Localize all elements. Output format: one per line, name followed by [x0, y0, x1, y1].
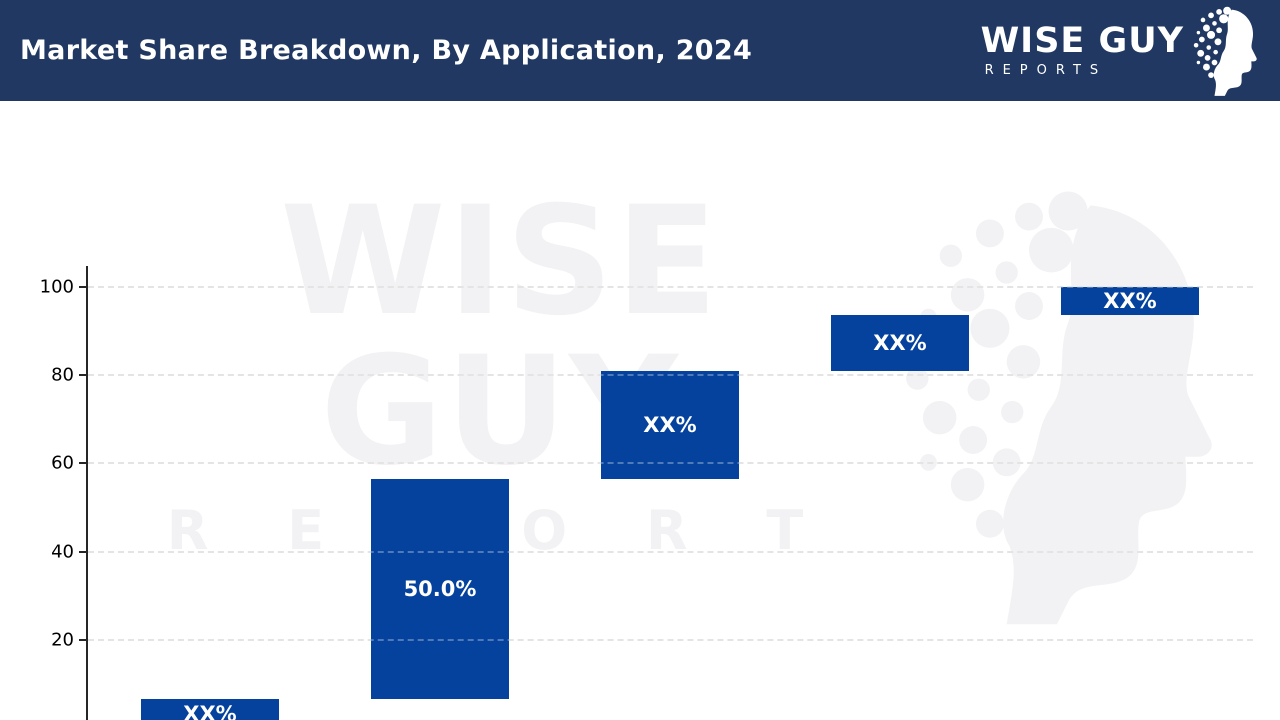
brand-logo: WISE GUY REPORTS	[981, 5, 1266, 97]
page-title: Market Share Breakdown, By Application, …	[20, 35, 753, 66]
bar-value-label: XX%	[1103, 289, 1157, 314]
bar-value-label: 50.0%	[403, 577, 477, 602]
y-gridline-overlay	[88, 638, 1253, 641]
y-tick-label: 40	[51, 541, 74, 562]
y-tick-label: 20	[51, 629, 74, 651]
y-tick-mark	[79, 462, 86, 465]
bar: XX%	[1061, 286, 1199, 316]
bar: XX%	[141, 699, 279, 720]
y-gridline-overlay	[88, 550, 1253, 553]
bar: 50.0%	[371, 478, 509, 700]
header-banner: Market Share Breakdown, By Application, …	[0, 0, 1280, 101]
y-gridline	[88, 638, 1253, 641]
brand-logo-text: WISE GUY REPORTS	[980, 20, 1184, 78]
bar: XX%	[601, 370, 739, 479]
y-tick-mark	[79, 550, 86, 553]
y-gridline-overlay	[88, 462, 1253, 465]
brand-head-icon	[1193, 6, 1257, 96]
y-gridline	[88, 550, 1253, 553]
brand-subtitle: REPORTS	[984, 62, 1108, 78]
plot-area: 020406080100XX%50.0%XX%XX%XX%Neurosurger…	[40, 266, 1253, 720]
bar-value-label: XX%	[873, 331, 927, 356]
y-gridline	[88, 285, 1253, 288]
y-tick-mark	[79, 285, 86, 288]
y-tick-mark	[79, 374, 86, 376]
brand-name: WISE GUY	[980, 20, 1184, 61]
y-gridline-overlay	[88, 374, 1253, 376]
chart-region: WISE GUY R E P O R T S 020406080100XX%50…	[0, 101, 1280, 720]
y-tick-label: 80	[51, 364, 74, 386]
y-tick-label: 60	[51, 452, 74, 474]
bar-value-label: XX%	[643, 412, 697, 437]
y-axis-spine	[86, 266, 88, 720]
bar: XX%	[831, 315, 969, 371]
bar-value-label: XX%	[183, 701, 237, 720]
y-gridline-overlay	[88, 285, 1253, 288]
y-tick-mark	[79, 638, 86, 641]
y-tick-label: 100	[39, 276, 74, 298]
y-tick-label: 0	[26, 718, 74, 720]
